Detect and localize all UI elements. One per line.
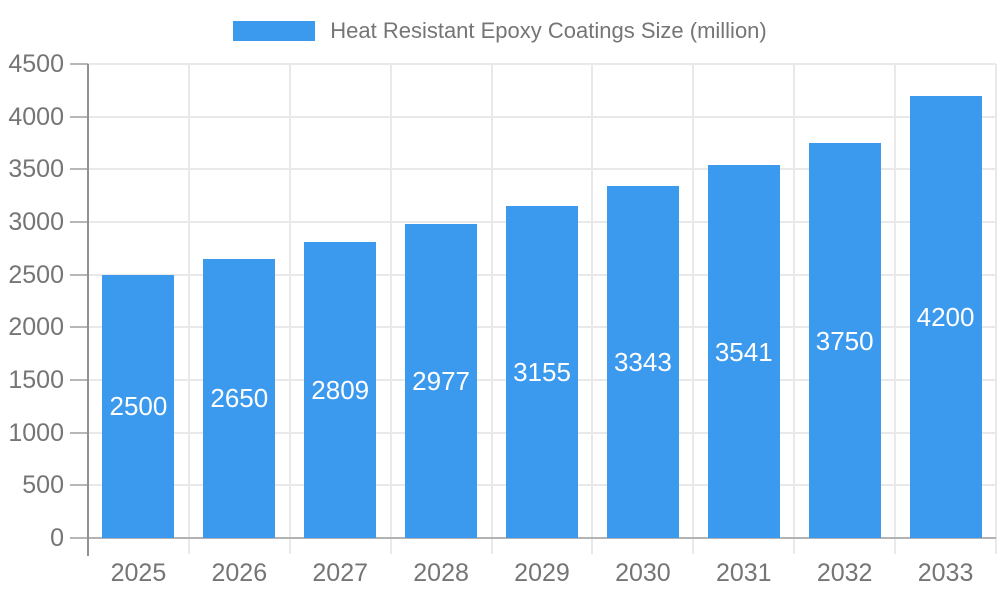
y-axis-label: 1000 bbox=[8, 418, 64, 447]
legend-swatch-icon bbox=[233, 21, 316, 41]
bar-value-label: 2977 bbox=[412, 366, 471, 397]
y-axis-tick bbox=[70, 326, 88, 329]
bar[interactable] bbox=[808, 143, 881, 538]
bar[interactable] bbox=[506, 205, 578, 538]
category-boundary-line bbox=[692, 64, 695, 554]
y-axis-label: 2500 bbox=[8, 260, 64, 289]
category-boundary-line bbox=[490, 64, 493, 554]
y-axis-label: 4500 bbox=[8, 50, 64, 78]
gridline bbox=[88, 63, 996, 65]
bar-value-label: 3343 bbox=[613, 346, 672, 377]
y-axis-label: 1500 bbox=[8, 366, 64, 394]
y-axis-tick bbox=[70, 115, 88, 118]
x-axis-label: 2027 bbox=[312, 559, 369, 587]
chart-legend[interactable]: Heat Resistant Epoxy Coatings Size (mill… bbox=[0, 16, 1000, 46]
x-axis-label: 2029 bbox=[514, 559, 570, 587]
bar-value-label: 2809 bbox=[311, 375, 370, 406]
y-axis-label: 3000 bbox=[8, 208, 64, 236]
bar[interactable] bbox=[304, 242, 377, 538]
category-boundary-line bbox=[187, 64, 190, 554]
x-axis-label: 2028 bbox=[413, 559, 469, 587]
x-axis-label: 2025 bbox=[110, 559, 167, 587]
gridline bbox=[88, 168, 996, 171]
y-axis-tick bbox=[70, 379, 88, 381]
bar-value-label: 2650 bbox=[210, 383, 269, 414]
bar[interactable] bbox=[606, 185, 679, 538]
bar[interactable] bbox=[203, 258, 276, 538]
y-axis-tick bbox=[70, 168, 88, 171]
category-boundary-line bbox=[591, 64, 594, 554]
x-axis-label: 2030 bbox=[615, 559, 671, 587]
bar[interactable] bbox=[102, 274, 175, 538]
category-boundary-line bbox=[288, 64, 291, 554]
x-axis-label: 2026 bbox=[211, 559, 268, 587]
bar-value-label: 3155 bbox=[513, 356, 571, 387]
x-axis-label: 2033 bbox=[917, 559, 974, 587]
bar[interactable] bbox=[405, 224, 478, 538]
category-boundary-line bbox=[389, 64, 392, 554]
bar[interactable] bbox=[909, 95, 982, 538]
y-axis-label: 500 bbox=[22, 471, 64, 500]
bar-value-label: 2500 bbox=[109, 391, 168, 422]
x-axis-label: 2032 bbox=[816, 559, 873, 587]
category-boundary-line bbox=[894, 64, 897, 554]
y-axis-tick bbox=[70, 484, 88, 487]
bar-value-label: 4200 bbox=[916, 301, 975, 332]
y-axis-tick bbox=[70, 273, 88, 276]
y-axis-tick bbox=[70, 63, 88, 65]
y-axis-label: 3500 bbox=[8, 155, 64, 184]
y-axis-label: 2000 bbox=[8, 313, 64, 342]
x-axis-baseline bbox=[88, 537, 996, 539]
category-boundary-line bbox=[793, 64, 796, 554]
y-axis-line bbox=[87, 64, 89, 556]
y-axis-label: 0 bbox=[50, 524, 64, 552]
bar[interactable] bbox=[707, 165, 780, 538]
category-boundary-line bbox=[995, 64, 997, 554]
bar-value-label: 3541 bbox=[714, 336, 773, 367]
y-axis-label: 4000 bbox=[8, 102, 64, 131]
x-axis-label: 2031 bbox=[715, 559, 772, 587]
gridline bbox=[88, 115, 996, 118]
y-axis-tick bbox=[70, 431, 88, 434]
y-axis-tick bbox=[70, 221, 88, 223]
y-axis-tick bbox=[70, 537, 88, 539]
legend-label: Heat Resistant Epoxy Coatings Size (mill… bbox=[330, 18, 767, 43]
bar-value-label: 3750 bbox=[815, 325, 874, 356]
